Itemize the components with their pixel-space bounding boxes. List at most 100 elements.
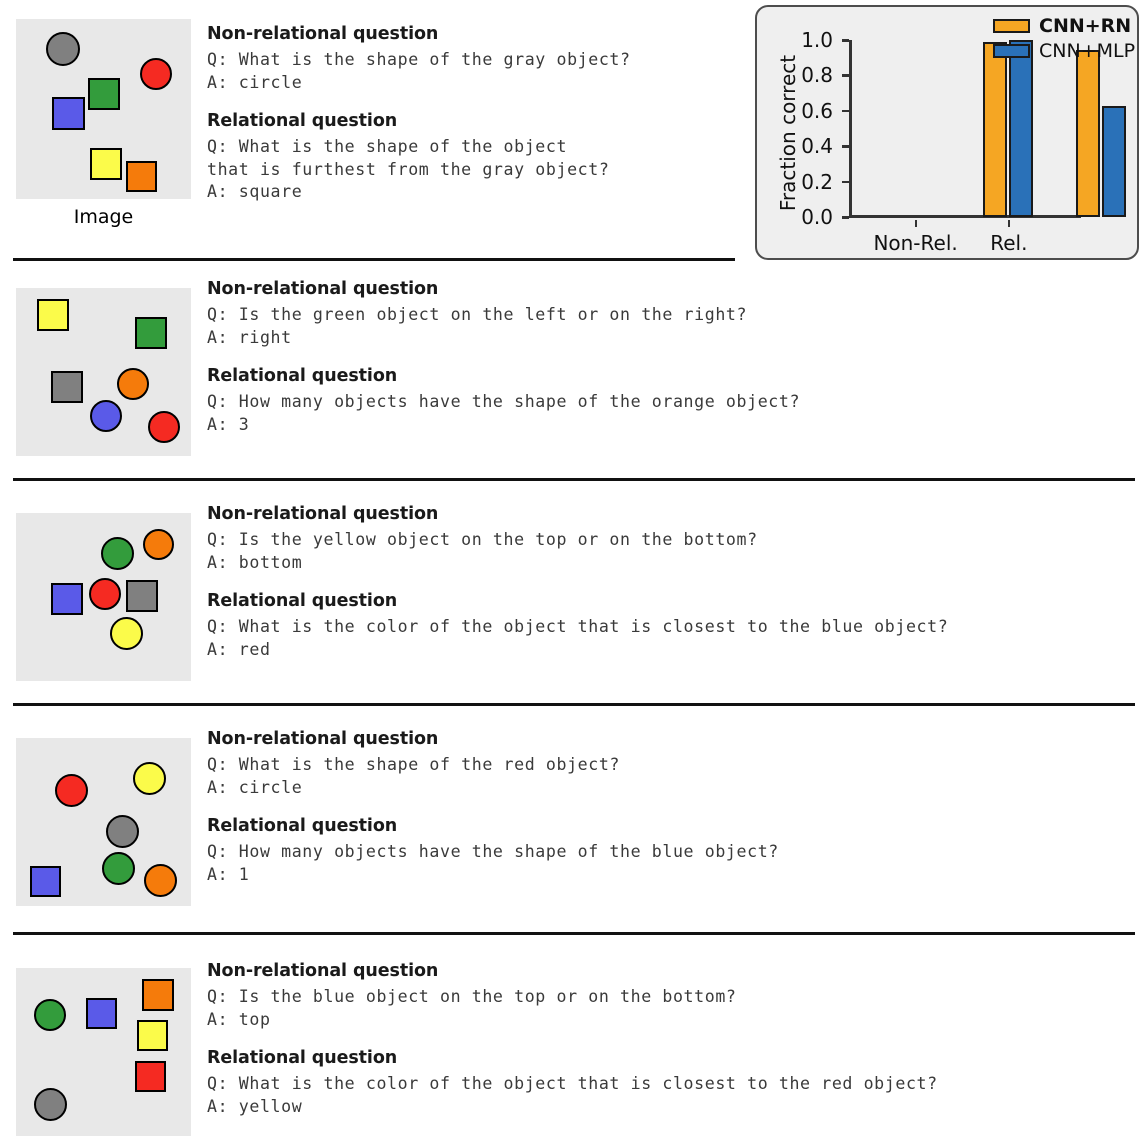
relational-question: Q: What is the color of the object that … bbox=[207, 617, 949, 637]
chart-legend: CNN+RN CNN+MLP bbox=[993, 13, 1135, 63]
non-relational-heading: Non-relational question bbox=[207, 24, 439, 44]
scene-object-square bbox=[51, 371, 83, 403]
scene-object-square bbox=[135, 317, 167, 349]
scene-object-square bbox=[126, 161, 157, 192]
scene-object-square bbox=[137, 1020, 168, 1051]
relational-answer: A: red bbox=[207, 639, 271, 659]
chart-y-axis-line bbox=[849, 40, 852, 218]
chart-y-axis-title: Fraction correct bbox=[776, 54, 801, 211]
scene-object-circle bbox=[144, 864, 177, 897]
chart-y-tick-mark bbox=[842, 145, 849, 148]
chart-x-tick-mark bbox=[1007, 220, 1011, 227]
scene-image bbox=[16, 19, 191, 199]
chart-bar bbox=[1101, 106, 1126, 217]
scene-object-square bbox=[142, 979, 174, 1011]
scene-object-circle bbox=[148, 411, 180, 443]
chart-legend-label: CNN+MLP bbox=[1039, 39, 1136, 62]
chart-legend-item: CNN+RN bbox=[993, 13, 1135, 38]
chart-legend-label: CNN+RN bbox=[1039, 14, 1132, 37]
non-relational-question: Q: Is the green object on the left or on… bbox=[207, 305, 748, 324]
scene-image bbox=[16, 288, 191, 456]
chart-bar bbox=[1008, 40, 1033, 217]
relational-answer: A: 1 bbox=[207, 864, 250, 884]
relational-answer: A: 3 bbox=[207, 414, 250, 434]
chart-y-tick-label: 1.0 bbox=[801, 28, 833, 52]
scene-object-circle bbox=[110, 617, 143, 650]
scene-object-square bbox=[126, 580, 158, 612]
scene-object-circle bbox=[102, 852, 135, 885]
spacer bbox=[207, 1031, 938, 1048]
relational-heading: Relational question bbox=[207, 1048, 398, 1069]
qa-block: Non-relational question Q: Is the yellow … bbox=[207, 504, 948, 661]
scene-object-circle bbox=[117, 368, 149, 400]
non-relational-answer: A: bottom bbox=[207, 552, 303, 572]
section-divider bbox=[13, 478, 1135, 481]
chart-y-tick-label: 0.8 bbox=[801, 63, 833, 88]
chart-legend-item: CNN+MLP bbox=[993, 38, 1135, 63]
chart-x-tick-label: Non-Rel. bbox=[873, 231, 958, 255]
scene-image bbox=[16, 738, 191, 906]
chart-y-tick-mark bbox=[842, 216, 849, 219]
section-divider bbox=[13, 703, 1135, 706]
scene-object-circle bbox=[55, 774, 88, 807]
chart-plot-area bbox=[849, 40, 1126, 217]
chart-x-axis-line bbox=[849, 215, 1081, 218]
non-relational-question: Q: Is the yellow object on the top or on… bbox=[207, 530, 758, 549]
image-caption: Image bbox=[73, 206, 134, 228]
spacer bbox=[207, 349, 800, 366]
non-relational-heading: Non-relational question bbox=[207, 504, 439, 524]
relational-question: Q: What is the shape of the object bbox=[207, 137, 568, 157]
chart-bar bbox=[1075, 49, 1100, 217]
qa-block: Non-relational question Q: What is the sh… bbox=[207, 24, 631, 204]
relational-question: Q: How many objects have the shape of th… bbox=[207, 392, 801, 412]
scene-object-square bbox=[52, 97, 85, 130]
chart-y-tick-mark bbox=[842, 109, 849, 113]
qa-block: Non-relational question Q: Is the green o… bbox=[207, 279, 800, 436]
relational-answer: A: square bbox=[207, 182, 303, 202]
non-relational-answer: A: right bbox=[207, 327, 292, 347]
non-relational-heading: Non-relational question bbox=[207, 729, 439, 749]
non-relational-question: Q: Is the blue object on the top or on t… bbox=[207, 987, 737, 1006]
relational-heading: Relational question bbox=[207, 591, 398, 612]
scene-object-square bbox=[51, 583, 83, 615]
spacer bbox=[207, 574, 948, 591]
chart-legend-swatch bbox=[993, 43, 1030, 58]
chart-y-tick-mark bbox=[842, 39, 849, 42]
relational-question: Q: What is the color of the object that … bbox=[207, 1074, 938, 1094]
spacer bbox=[207, 94, 631, 111]
chart-x-tick-mark bbox=[914, 220, 918, 227]
section-divider bbox=[13, 932, 1135, 935]
non-relational-answer: A: top bbox=[207, 1009, 271, 1029]
scene-object-square bbox=[135, 1061, 166, 1092]
chart-bar bbox=[982, 41, 1007, 217]
relational-heading: Relational question bbox=[207, 111, 398, 132]
chart-x-tick-label: Rel. bbox=[990, 231, 1028, 255]
scene-object-circle bbox=[90, 400, 122, 432]
non-relational-heading: Non-relational question bbox=[207, 961, 439, 981]
scene-object-circle bbox=[34, 999, 66, 1031]
scene-object-square bbox=[30, 866, 61, 897]
chart-y-tick-label: 0.6 bbox=[801, 98, 833, 123]
scene-object-square bbox=[86, 998, 117, 1029]
relational-question: Q: How many objects have the shape of th… bbox=[207, 842, 779, 862]
chart-y-tick-label: 0.4 bbox=[801, 134, 833, 159]
non-relational-answer: A: circle bbox=[207, 777, 303, 797]
non-relational-heading: Non-relational question bbox=[207, 279, 439, 299]
scene-object-circle bbox=[101, 537, 134, 570]
relational-heading: Relational question bbox=[207, 366, 398, 387]
non-relational-answer: A: circle bbox=[207, 72, 303, 92]
qa-block: Non-relational question Q: What is the sh… bbox=[207, 729, 779, 886]
chart-y-tick-mark bbox=[842, 74, 849, 77]
chart-y-tick-label: 0.2 bbox=[801, 169, 833, 194]
scene-object-circle bbox=[46, 32, 80, 66]
scene-image bbox=[16, 968, 191, 1136]
scene-object-square bbox=[37, 299, 69, 331]
chart-legend-swatch bbox=[993, 18, 1030, 33]
non-relational-question: Q: What is the shape of the gray object? bbox=[207, 50, 631, 69]
chart-y-tick-label: 0.0 bbox=[801, 205, 833, 229]
accuracy-bar-chart: Fraction correct CNN+RN CNN+MLP 0.0 0.2 0.4… bbox=[755, 5, 1139, 260]
scene-object-square bbox=[88, 78, 120, 110]
scene-object-circle bbox=[106, 815, 139, 848]
relational-answer: A: yellow bbox=[207, 1096, 303, 1116]
